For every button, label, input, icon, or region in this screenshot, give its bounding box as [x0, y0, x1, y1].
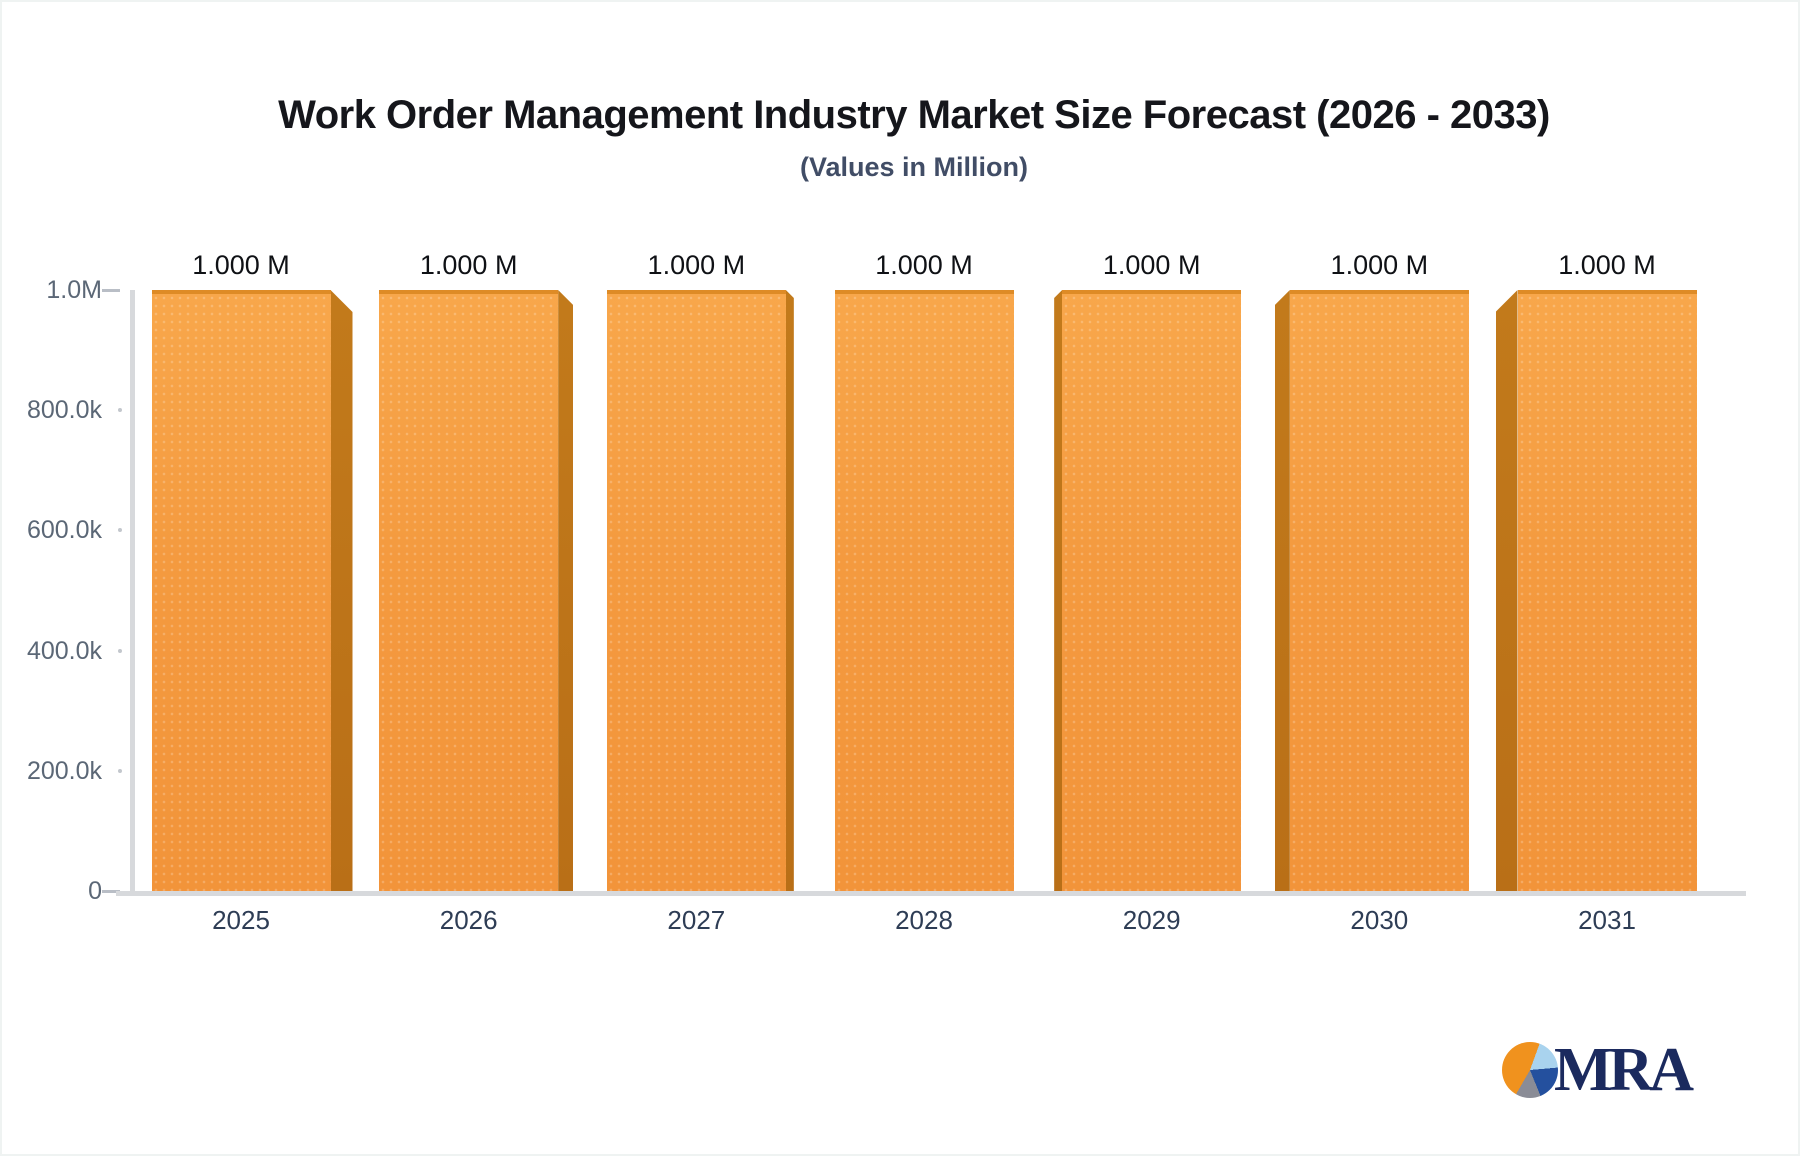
x-axis-tick-label: 2027 — [667, 905, 726, 935]
bar-side-2029 — [1054, 290, 1063, 891]
bar-value-label: 1.000 M — [1330, 250, 1429, 280]
y-axis-tick-mark — [118, 768, 122, 773]
bar-side-2026 — [558, 290, 574, 891]
logo-text: MRA — [1554, 1036, 1694, 1104]
y-axis-tick-label: 1.0M — [46, 276, 102, 304]
bar-side-2025 — [330, 290, 353, 891]
bar-value-label: 1.000 M — [647, 250, 746, 280]
chart-title: Work Order Management Industry Market Si… — [278, 93, 1550, 137]
bar-2027 — [606, 290, 786, 891]
bar-side-2027 — [785, 290, 794, 891]
pie-chart-logo-icon — [1502, 1042, 1558, 1098]
y-axis-tick-mark — [102, 890, 120, 893]
bar-side-2031 — [1495, 290, 1518, 891]
y-axis-tick-label: 600.0k — [26, 516, 102, 545]
x-axis-line — [116, 891, 1746, 896]
x-axis-tick-label: 2026 — [439, 905, 498, 935]
x-axis-tick-label: 2028 — [895, 905, 953, 935]
y-axis-tick-label: 800.0k — [26, 396, 102, 425]
bar-side-2030 — [1274, 290, 1290, 891]
y-axis-tick-label: 400.0k — [26, 636, 102, 665]
bar-value-label: 1.000 M — [875, 250, 973, 280]
y-axis-tick-mark — [118, 408, 122, 413]
y-axis-tick-mark — [118, 528, 122, 533]
bar-value-label: 1.000 M — [1558, 250, 1656, 280]
bar-2025 — [151, 290, 331, 891]
y-axis-tick-mark — [118, 648, 122, 653]
x-axis-tick-label: 2025 — [212, 905, 270, 935]
chart-header: Work Order Management Industry Market Si… — [16, 92, 1798, 183]
chart-subtitle: (Values in Million) — [799, 152, 1029, 182]
y-axis-line — [130, 290, 135, 891]
y-axis-tick-label: 0 — [88, 877, 102, 905]
y-axis-tick-label: 200.0k — [26, 756, 102, 785]
bar-2026 — [379, 290, 559, 891]
x-axis-tick-label: 2030 — [1350, 905, 1409, 935]
y-axis-tick-mark — [102, 289, 120, 292]
bar-2029 — [1062, 290, 1242, 891]
bar-value-label: 1.000 M — [419, 250, 518, 280]
bar-value-label: 1.000 M — [192, 250, 290, 280]
mra-logo: MRA — [1502, 1036, 1694, 1104]
bar-2028 — [834, 290, 1014, 891]
x-axis-tick-label: 2029 — [1122, 905, 1181, 935]
bar-2030 — [1289, 290, 1469, 891]
bar-value-label: 1.000 M — [1102, 250, 1201, 280]
x-axis-tick-label: 2031 — [1578, 905, 1636, 935]
bar-2031 — [1517, 290, 1697, 891]
